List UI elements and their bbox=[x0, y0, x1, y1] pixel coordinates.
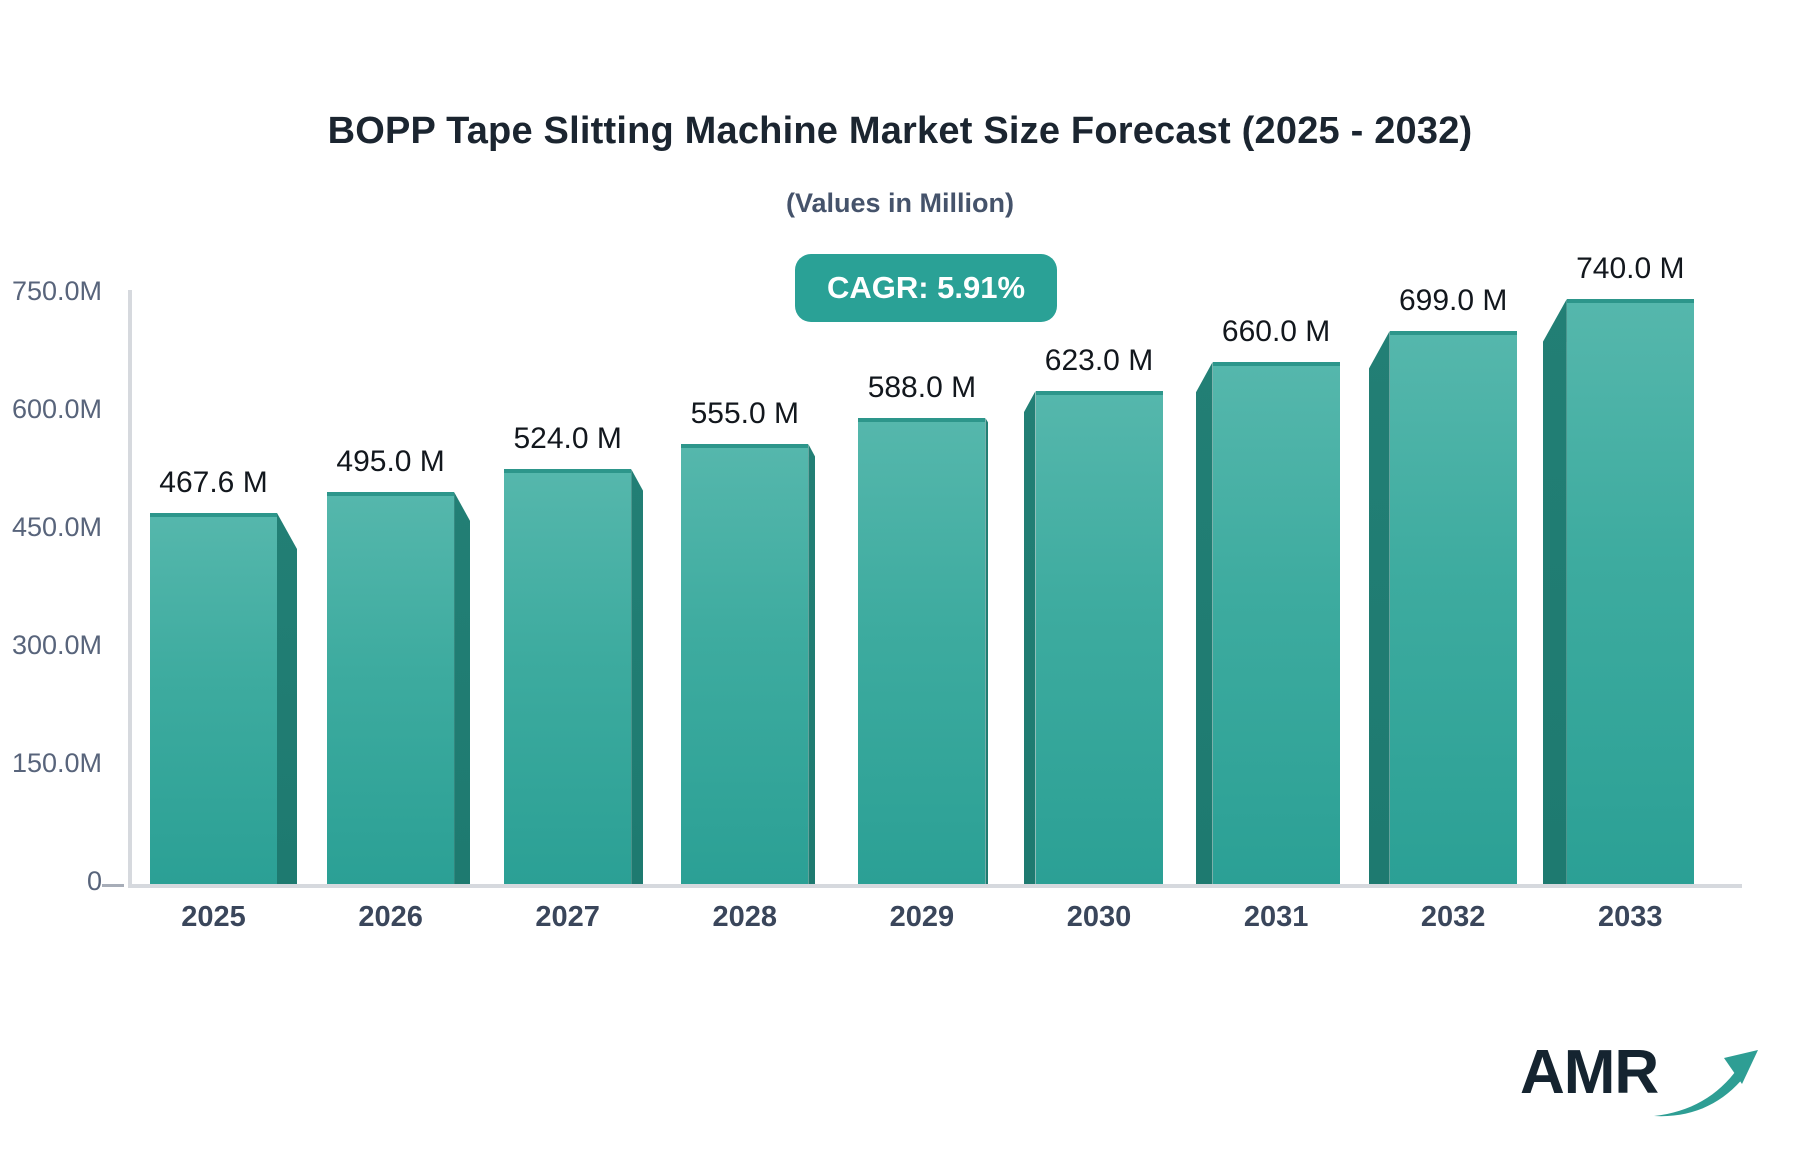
x-tick-label: 2026 bbox=[358, 901, 423, 933]
bar-side-face bbox=[631, 469, 644, 884]
bar-side-face bbox=[454, 492, 471, 884]
bar-side-face bbox=[1195, 362, 1213, 884]
bar-front-face bbox=[1035, 391, 1163, 884]
bar-2032 bbox=[1368, 331, 1517, 884]
bar-2031 bbox=[1195, 362, 1340, 884]
x-axis-line bbox=[128, 884, 1742, 888]
cagr-badge-label: CAGR: 5.91% bbox=[826, 270, 1026, 305]
zero-tick-mark bbox=[102, 884, 124, 887]
bar-2033 bbox=[1542, 299, 1694, 884]
chart-subtitle: (Values in Million) bbox=[785, 188, 1015, 218]
bar-value-label: 524.0 M bbox=[513, 422, 622, 455]
y-tick-label: 600.0M bbox=[11, 394, 102, 424]
y-tick-label: 0 bbox=[86, 866, 102, 896]
bar-side-face bbox=[1542, 299, 1567, 884]
y-axis-line bbox=[128, 290, 132, 888]
bar-front-face bbox=[327, 492, 455, 884]
x-tick-label: 2030 bbox=[1066, 901, 1132, 933]
bar-side-face bbox=[1023, 391, 1036, 884]
bar-value-label: 495.0 M bbox=[336, 445, 445, 478]
bar-2030 bbox=[1023, 391, 1163, 884]
bar-value-label: 660.0 M bbox=[1221, 315, 1331, 348]
x-tick-label: 2033 bbox=[1598, 901, 1663, 933]
bar-value-label: 555.0 M bbox=[690, 397, 799, 430]
bar-2026 bbox=[327, 492, 471, 884]
x-tick-label: 2031 bbox=[1243, 901, 1309, 933]
y-tick-label: 150.0M bbox=[11, 748, 102, 778]
bar-side-face bbox=[277, 513, 297, 884]
y-tick-label: 450.0M bbox=[11, 512, 102, 542]
bar-side-face bbox=[1368, 331, 1390, 884]
bar-value-label: 699.0 M bbox=[1398, 284, 1508, 317]
bar-value-label: 467.6 M bbox=[159, 466, 268, 499]
bar-front-face bbox=[1566, 299, 1694, 884]
cagr-badge: CAGR: 5.91% bbox=[795, 254, 1057, 322]
chart-title: BOPP Tape Slitting Machine Market Size F… bbox=[327, 110, 1473, 152]
growth-arrow-icon bbox=[1654, 1050, 1758, 1117]
bar-value-label: 623.0 M bbox=[1044, 344, 1154, 377]
bar-side-face bbox=[985, 418, 989, 884]
x-tick-label: 2032 bbox=[1420, 901, 1486, 933]
x-tick-label: 2028 bbox=[712, 901, 778, 933]
bar-value-label: 740.0 M bbox=[1576, 252, 1685, 285]
y-tick-label: 300.0M bbox=[11, 630, 102, 660]
bar-front-face bbox=[150, 513, 277, 884]
bar-front-face bbox=[1389, 331, 1517, 884]
bar-2028 bbox=[681, 444, 816, 884]
bar-front-face bbox=[1212, 362, 1340, 884]
bar-2027 bbox=[504, 469, 644, 884]
bar-2029 bbox=[858, 418, 989, 884]
amr-logo-text: AMR bbox=[1520, 1038, 1659, 1107]
x-tick-label: 2029 bbox=[889, 901, 955, 933]
bar-value-label: 588.0 M bbox=[867, 371, 977, 404]
bar-side-face bbox=[808, 444, 816, 884]
bar-2025 bbox=[150, 513, 297, 884]
x-tick-label: 2025 bbox=[181, 901, 246, 933]
bar-front-face bbox=[504, 469, 632, 884]
y-tick-label: 750.0M bbox=[11, 276, 102, 306]
bar-front-face bbox=[858, 418, 986, 884]
x-tick-label: 2027 bbox=[535, 901, 600, 933]
bar-front-face bbox=[681, 444, 809, 884]
amr-logo: AMR bbox=[1520, 1030, 1760, 1126]
